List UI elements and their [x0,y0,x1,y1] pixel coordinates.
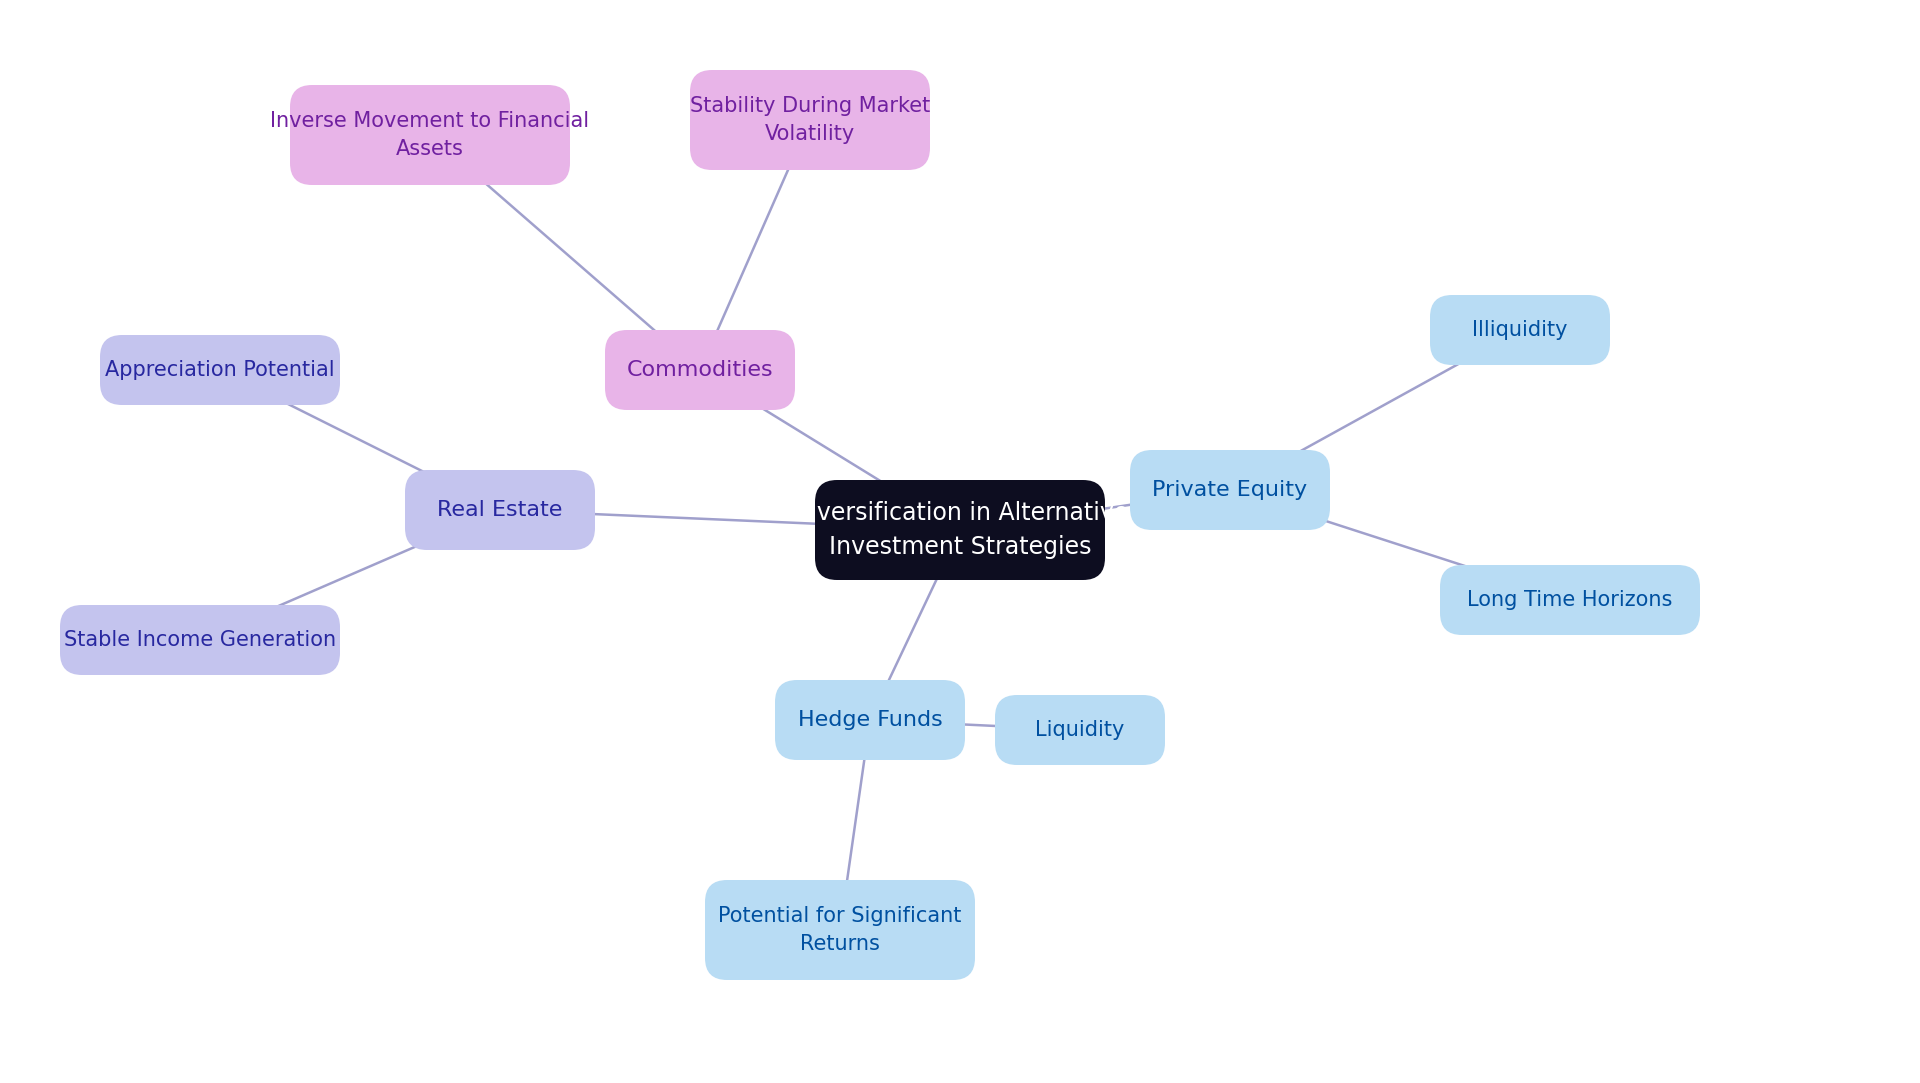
FancyBboxPatch shape [290,84,570,185]
Text: Diversification in Alternative
Investment Strategies: Diversification in Alternative Investmen… [791,501,1129,559]
Text: Hedge Funds: Hedge Funds [797,710,943,730]
FancyBboxPatch shape [689,70,929,170]
FancyBboxPatch shape [605,330,795,410]
Text: Stable Income Generation: Stable Income Generation [63,630,336,650]
FancyBboxPatch shape [100,335,340,405]
FancyBboxPatch shape [776,680,966,760]
Text: Real Estate: Real Estate [438,500,563,520]
FancyBboxPatch shape [1131,451,1331,530]
Text: Long Time Horizons: Long Time Horizons [1467,590,1672,610]
FancyBboxPatch shape [995,695,1165,765]
FancyBboxPatch shape [1430,295,1611,365]
Text: Inverse Movement to Financial
Assets: Inverse Movement to Financial Assets [271,110,589,159]
FancyBboxPatch shape [814,480,1106,580]
FancyBboxPatch shape [705,880,975,980]
FancyBboxPatch shape [405,470,595,550]
Text: Private Equity: Private Equity [1152,480,1308,500]
Text: Commodities: Commodities [626,360,774,380]
Text: Liquidity: Liquidity [1035,720,1125,740]
Text: Stability During Market
Volatility: Stability During Market Volatility [689,96,929,144]
Text: Appreciation Potential: Appreciation Potential [106,360,334,380]
Text: Illiquidity: Illiquidity [1473,319,1569,340]
Text: Potential for Significant
Returns: Potential for Significant Returns [718,906,962,954]
FancyBboxPatch shape [60,605,340,675]
FancyBboxPatch shape [1440,565,1699,635]
